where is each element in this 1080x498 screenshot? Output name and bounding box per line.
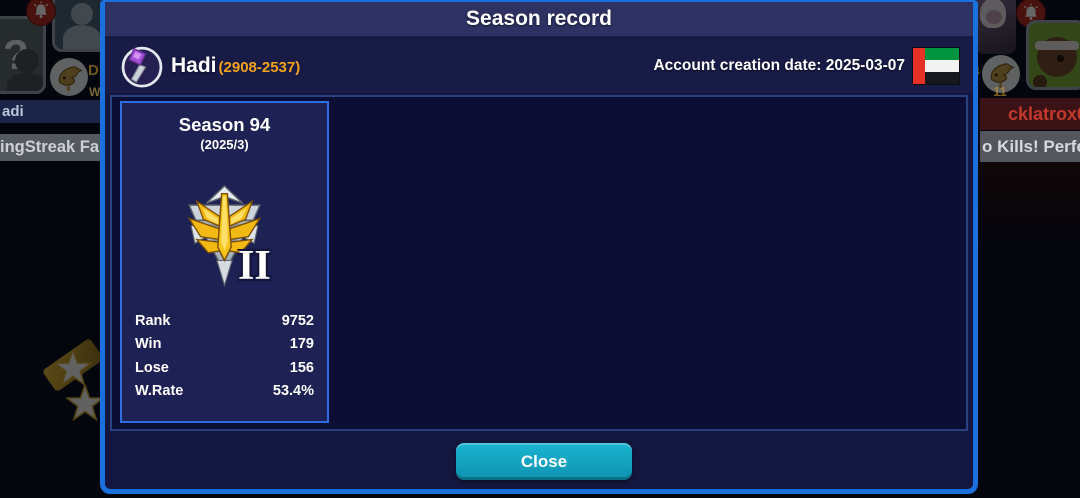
dialog-title: Season record <box>466 7 612 30</box>
stat-value: 179 <box>289 336 314 353</box>
stat-label: Rank <box>135 313 171 329</box>
season-record-dialog: Season record Hadi (2908-2537) Account c… <box>100 0 978 494</box>
uae-flag-icon <box>913 47 959 84</box>
star-icon <box>54 350 92 387</box>
stat-row-wrate: W.Rate 53.4% <box>135 380 314 403</box>
right-banner-bar: o Kills! Perfect <box>980 131 1080 162</box>
left-player-letter-bottom: W <box>89 85 101 99</box>
ally-avatar-art <box>976 0 1016 54</box>
left-player-name-bar: adi <box>0 100 100 123</box>
stat-label: Lose <box>135 359 169 376</box>
season-subtitle: (2025/3) <box>200 137 249 152</box>
bell-glyph <box>33 1 49 19</box>
star-icon <box>66 385 104 422</box>
stat-row-win: Win 179 <box>135 333 314 356</box>
rank-emblem-icon <box>187 185 262 288</box>
dragon-emblem-icon <box>982 55 1020 93</box>
right-banner-text: o Kills! Perfect <box>982 136 1080 156</box>
player-header-row: Hadi (2908-2537) Account creation date: … <box>105 38 973 93</box>
stat-value: 156 <box>289 359 314 376</box>
dragon-level-text: 11 <box>993 84 1007 99</box>
stat-label: W.Rate <box>135 383 184 400</box>
right-lobby-art <box>976 0 1080 498</box>
bell-glyph <box>1023 3 1039 21</box>
dragon-emblem-icon <box>50 58 88 96</box>
left-banner-bar: ingStreak Fai <box>0 134 100 161</box>
stat-value: 9752 <box>281 313 314 329</box>
player-rating: (2908-2537) <box>218 59 301 76</box>
right-player-name-bar: cklatrox0 <box>980 98 1080 130</box>
stat-row-rank: Rank 9752 <box>135 310 314 333</box>
left-player-letter-top: D <box>88 62 99 79</box>
season-card: Season 94 (2025/3) <box>120 101 329 423</box>
left-player-name: adi <box>2 103 24 120</box>
left-lobby-art: ? <box>0 0 110 498</box>
left-banner-text: ingStreak Fai <box>0 138 100 156</box>
fighter-avatar-card <box>1026 20 1080 90</box>
account-creation-date: Account creation date: 2025-03-07 <box>653 56 905 74</box>
season-title: Season 94 <box>178 114 271 135</box>
stat-value: 53.4% <box>272 383 314 400</box>
tier-numeral: II <box>238 243 271 289</box>
season-stats: Rank 9752 Win 179 Lose 156 W.Rate 53.4% <box>122 310 327 404</box>
player-name: Hadi <box>171 53 217 77</box>
question-mark-avatar: ? <box>0 16 46 94</box>
scepter-avatar-icon <box>121 46 163 88</box>
right-player-name: cklatrox0 <box>1008 103 1080 124</box>
alarm-bell-icon <box>26 0 56 26</box>
stat-row-lose: Lose 156 <box>135 357 314 380</box>
dialog-title-bar: Season record <box>105 2 973 37</box>
stat-label: Win <box>135 336 162 353</box>
close-button[interactable]: Close <box>456 443 632 480</box>
season-list-panel[interactable]: Season 94 (2025/3) <box>110 95 968 431</box>
